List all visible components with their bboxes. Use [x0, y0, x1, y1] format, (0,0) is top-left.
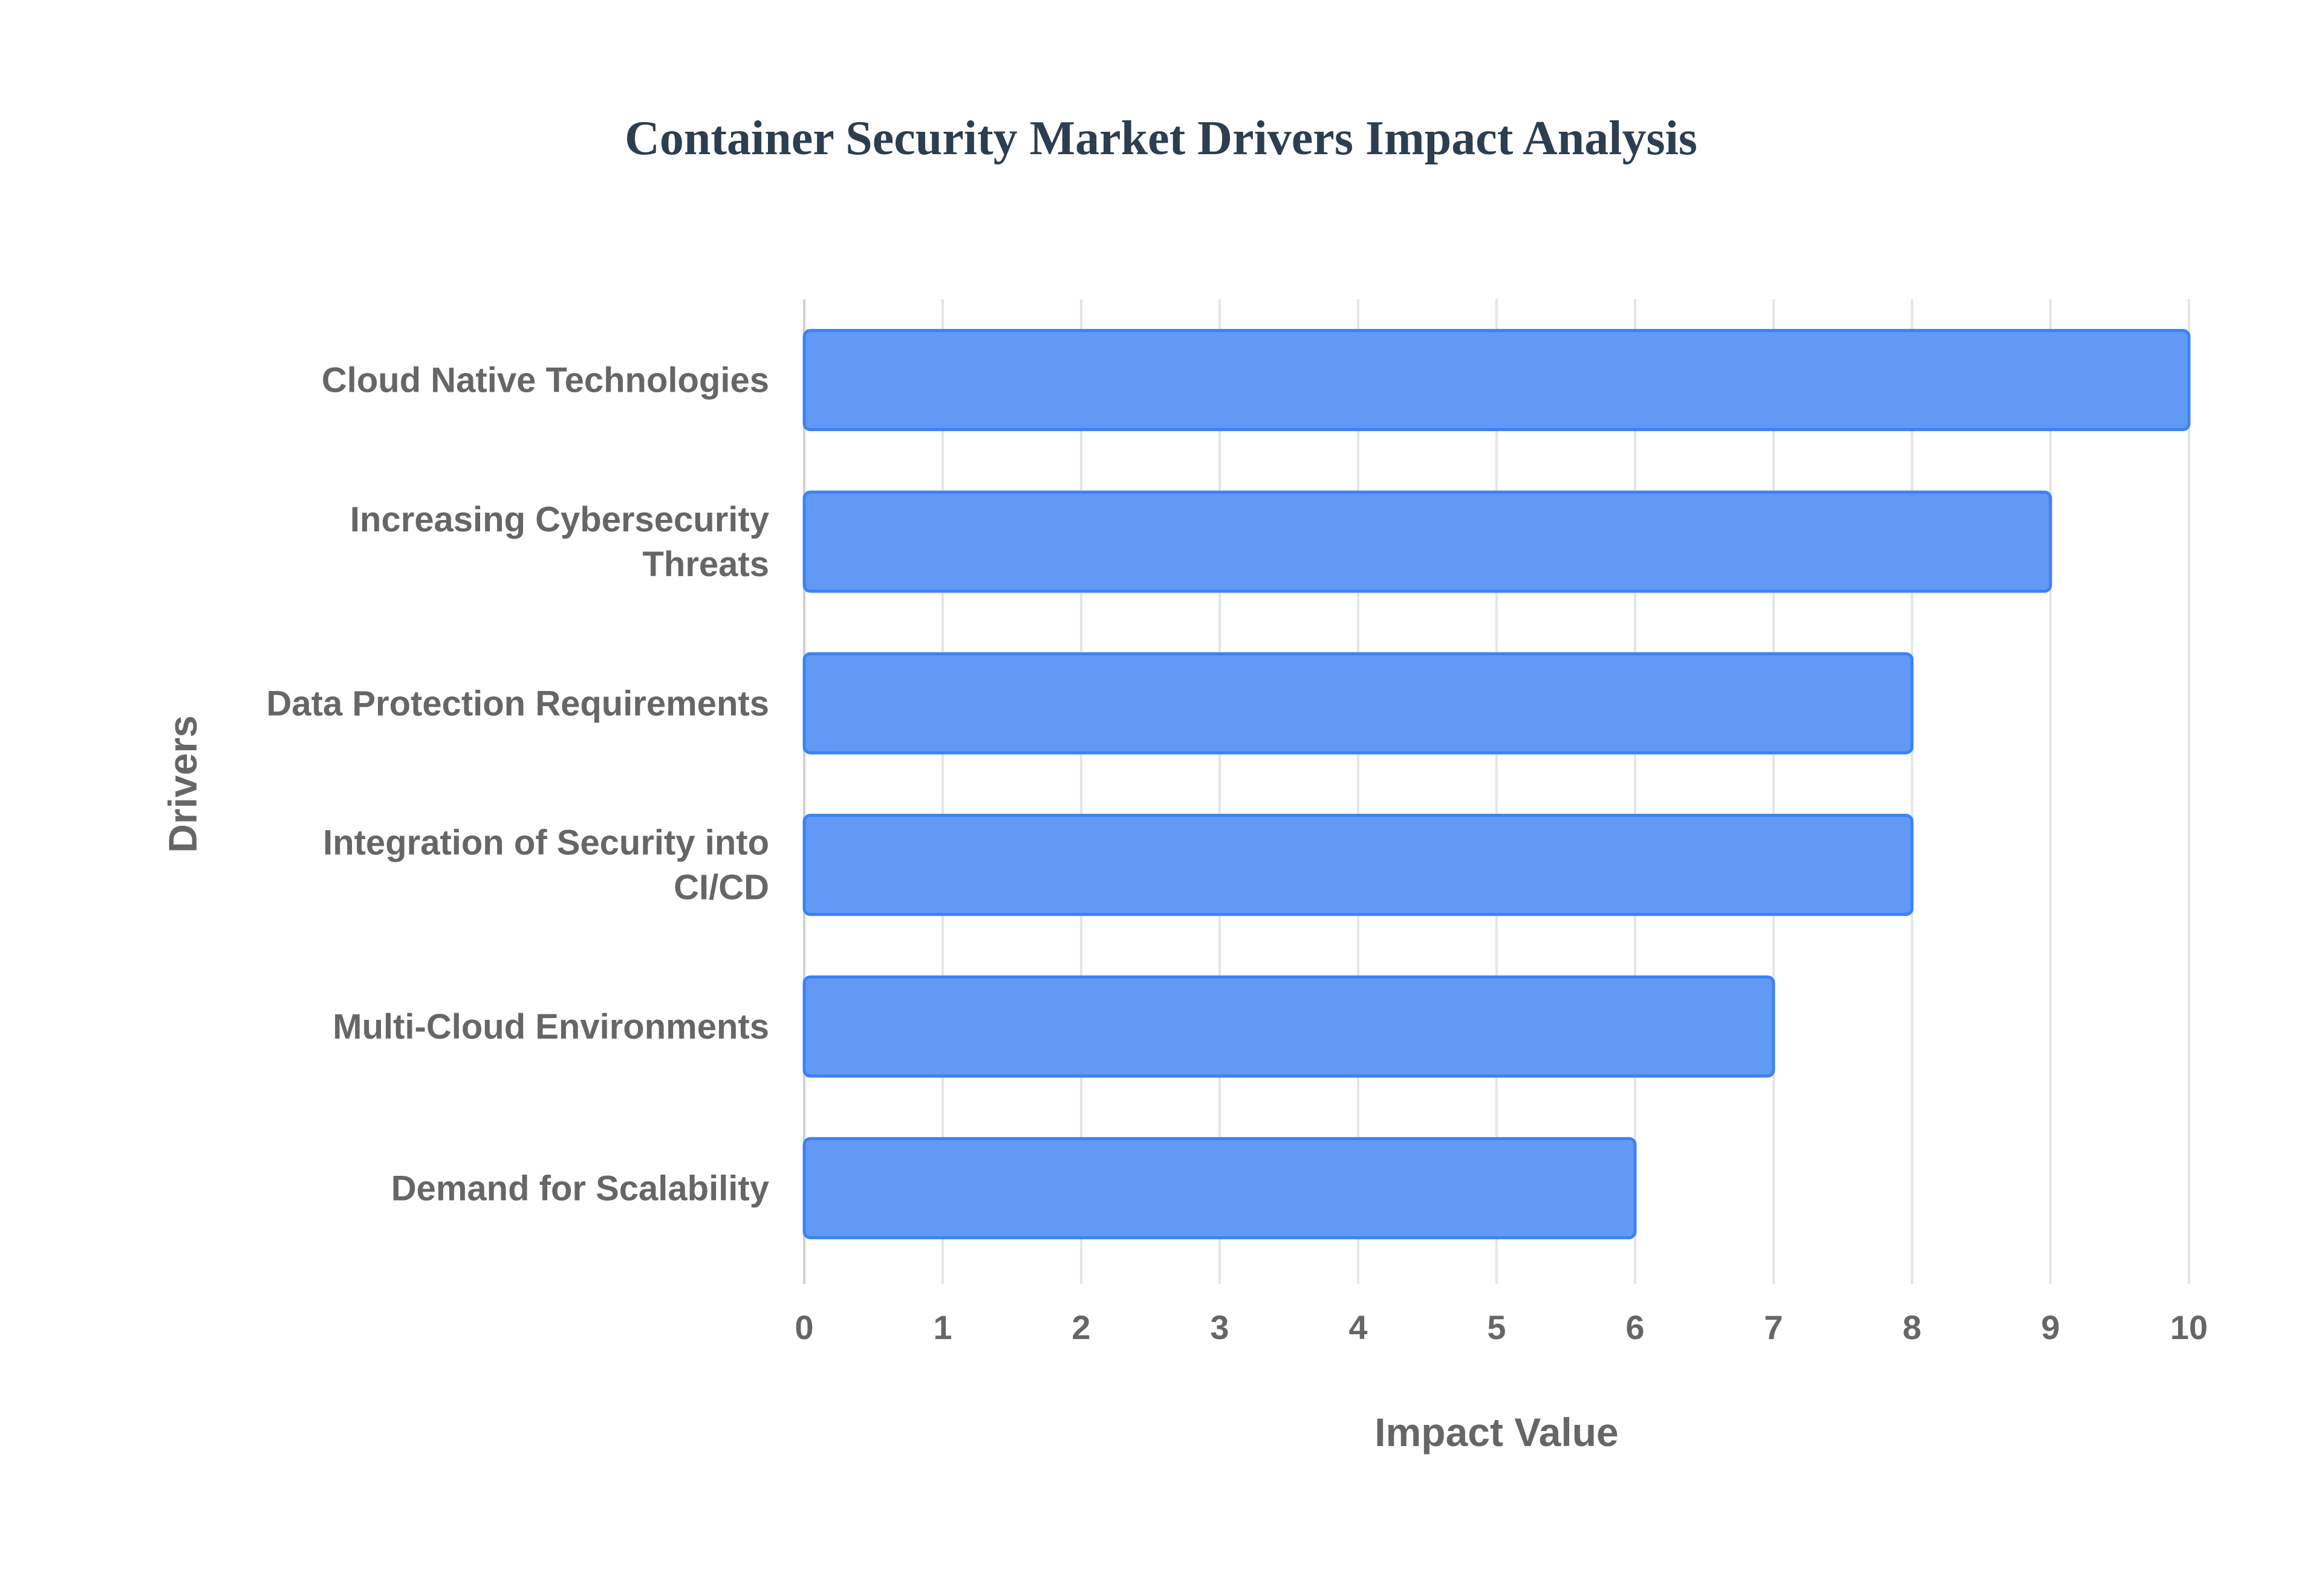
x-tick-label: 5 — [1487, 1308, 1506, 1346]
category-label-line: Integration of Security into — [323, 823, 769, 863]
category-label: Demand for Scalability — [391, 1169, 769, 1208]
x-tick-label: 3 — [1210, 1308, 1229, 1346]
x-tick-label: 9 — [2041, 1308, 2060, 1346]
bar — [802, 329, 2191, 432]
category-label-line: Multi-Cloud Environments — [333, 1007, 769, 1046]
bar — [802, 814, 1914, 916]
gridlines — [803, 299, 2190, 1284]
category-label-line: Cloud Native Technologies — [322, 361, 769, 400]
x-tick-label: 10 — [2170, 1308, 2208, 1346]
bars — [802, 329, 2191, 1239]
bar — [802, 490, 2052, 593]
category-label-line: Demand for Scalability — [391, 1169, 769, 1208]
x-tick-labels: 0 1 2 3 4 5 6 7 8 9 10 — [795, 1308, 2208, 1346]
category-label: Increasing Cybersecurity Threats — [350, 500, 769, 584]
y-axis-title: Drivers — [160, 715, 205, 853]
bar — [802, 975, 1775, 1078]
category-label-line: Data Protection Requirements — [266, 684, 769, 723]
bar — [802, 652, 1914, 754]
chart-title: Container Security Market Drivers Impact… — [625, 112, 1697, 165]
category-labels: Cloud Native Technologies Increasing Cybe… — [266, 361, 769, 1208]
category-label: Data Protection Requirements — [266, 684, 769, 723]
x-tick-label: 2 — [1072, 1308, 1090, 1346]
x-tick-label: 7 — [1764, 1308, 1783, 1346]
category-label-line: CI/CD — [674, 868, 769, 907]
x-axis-title: Impact Value — [1374, 1410, 1619, 1455]
category-label-line: Threats — [642, 545, 769, 584]
x-tick-label: 1 — [933, 1308, 952, 1346]
category-label: Cloud Native Technologies — [322, 361, 769, 400]
bar — [802, 1137, 1637, 1239]
category-label: Multi-Cloud Environments — [333, 1007, 769, 1046]
x-tick-label: 8 — [1902, 1308, 1921, 1346]
category-label-line: Increasing Cybersecurity — [350, 500, 769, 539]
category-label: Integration of Security into CI/CD — [323, 823, 769, 907]
x-tick-label: 4 — [1348, 1308, 1367, 1346]
x-tick-label: 6 — [1625, 1308, 1644, 1346]
x-tick-label: 0 — [795, 1308, 813, 1346]
